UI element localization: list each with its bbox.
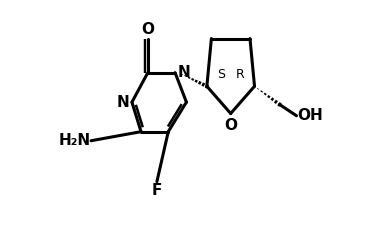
Text: N: N xyxy=(178,65,190,80)
Text: O: O xyxy=(224,118,237,133)
Text: O: O xyxy=(141,22,154,37)
Text: OH: OH xyxy=(298,108,323,123)
Text: R: R xyxy=(235,68,244,81)
Text: N: N xyxy=(117,95,130,110)
Text: F: F xyxy=(152,183,162,198)
Text: S: S xyxy=(217,68,225,81)
Text: H₂N: H₂N xyxy=(59,133,91,148)
